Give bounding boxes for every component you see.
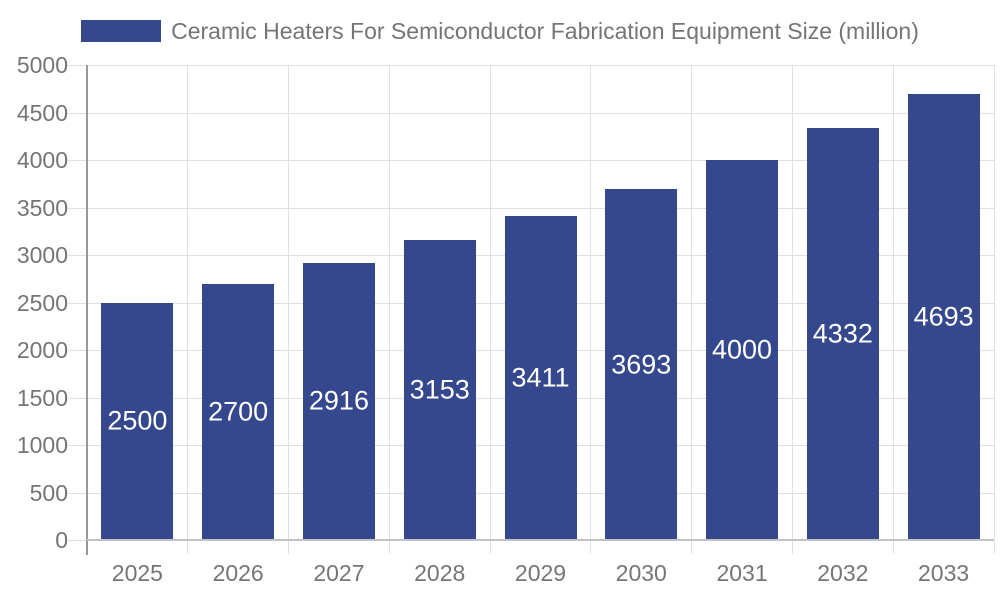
bar-value-label: 2500 (107, 405, 168, 436)
gridline-horizontal (87, 540, 994, 541)
y-tick-label: 3500 (16, 194, 68, 221)
y-tick-label: 500 (29, 479, 68, 506)
bar-value-label: 3693 (611, 349, 672, 380)
gridline-horizontal (87, 65, 994, 66)
y-tick-label: 1500 (16, 384, 68, 411)
x-axis-tick (993, 541, 995, 554)
x-tick-label: 2030 (615, 560, 667, 586)
y-tick-label: 3000 (16, 242, 68, 268)
legend[interactable]: Ceramic Heaters For Semiconductor Fabric… (0, 17, 1000, 45)
gridline-horizontal (87, 207, 994, 209)
bar: 4693 (907, 94, 980, 540)
x-axis-tick (388, 541, 390, 554)
x-tick-label: 2026 (212, 560, 264, 586)
bar: 2916 (302, 262, 375, 540)
x-axis-tick (288, 541, 290, 554)
gridline-vertical (288, 65, 290, 540)
plot-area: 2500 2700 2916 3153 3411 3693 4000 4332 4693 (86, 65, 995, 541)
y-axis-tick (68, 540, 87, 541)
bar-value-label: 4000 (712, 334, 773, 365)
gridline-horizontal (87, 160, 994, 161)
y-tick-label: 5000 (16, 52, 68, 78)
bar-value-label: 4693 (913, 301, 974, 332)
gridline-vertical (791, 65, 793, 540)
x-axis-tick (892, 541, 894, 554)
y-axis-tick (68, 207, 87, 209)
bar: 4332 (806, 128, 879, 540)
y-tick-label: 4500 (16, 99, 68, 126)
gridline-vertical (892, 65, 894, 540)
gridline-vertical (993, 65, 995, 540)
x-tick-label: 2027 (313, 560, 365, 586)
y-axis-tick (68, 492, 87, 494)
y-tick-label: 4000 (16, 147, 68, 173)
bar-value-label: 2916 (308, 385, 369, 416)
gridline-vertical (590, 65, 592, 540)
x-tick-label: 2029 (514, 560, 567, 586)
bar: 3693 (605, 189, 678, 540)
x-tick-label: 2033 (918, 560, 970, 586)
y-tick-label: 2500 (16, 289, 68, 316)
y-axis-tick (68, 112, 87, 114)
y-tick-label: 0 (55, 527, 68, 553)
x-axis-tick (691, 541, 693, 554)
y-axis-tick (68, 350, 87, 351)
bar: 4000 (706, 160, 779, 540)
x-tick-label: 2032 (817, 560, 869, 586)
x-axis-tick (489, 541, 491, 554)
bar-value-label: 3153 (409, 374, 470, 405)
gridline-vertical (388, 65, 390, 540)
legend-label: Ceramic Heaters For Semiconductor Fabric… (171, 18, 919, 44)
y-axis-tick (68, 397, 87, 399)
y-tick-label: 1000 (16, 432, 68, 458)
bar: 3411 (504, 215, 577, 540)
bar: 2500 (101, 302, 174, 540)
bar-value-label: 3411 (511, 362, 570, 393)
x-axis-tick (791, 541, 793, 554)
y-axis-tick (68, 445, 87, 446)
y-axis-tick (68, 160, 87, 161)
y-axis-tick (68, 302, 87, 304)
x-axis-tick (590, 541, 592, 554)
y-axis-tick (68, 255, 87, 256)
legend-swatch (81, 20, 162, 42)
x-tick-label: 2025 (111, 560, 163, 586)
bar-value-label: 4332 (812, 318, 873, 349)
y-axis-tick (68, 65, 87, 66)
y-axis-line (86, 65, 88, 555)
bar: 2700 (202, 283, 275, 540)
y-tick-label: 2000 (16, 337, 68, 363)
bar-value-label: 2700 (208, 396, 269, 427)
gridline-horizontal (87, 112, 994, 114)
gridline-vertical (691, 65, 693, 540)
gridline-vertical (489, 65, 491, 540)
x-axis-line (87, 539, 994, 541)
x-tick-label: 2031 (716, 560, 768, 586)
gridline-vertical (187, 65, 189, 540)
bar: 3153 (403, 240, 476, 540)
x-tick-label: 2028 (414, 560, 466, 586)
x-axis-tick (187, 541, 189, 554)
